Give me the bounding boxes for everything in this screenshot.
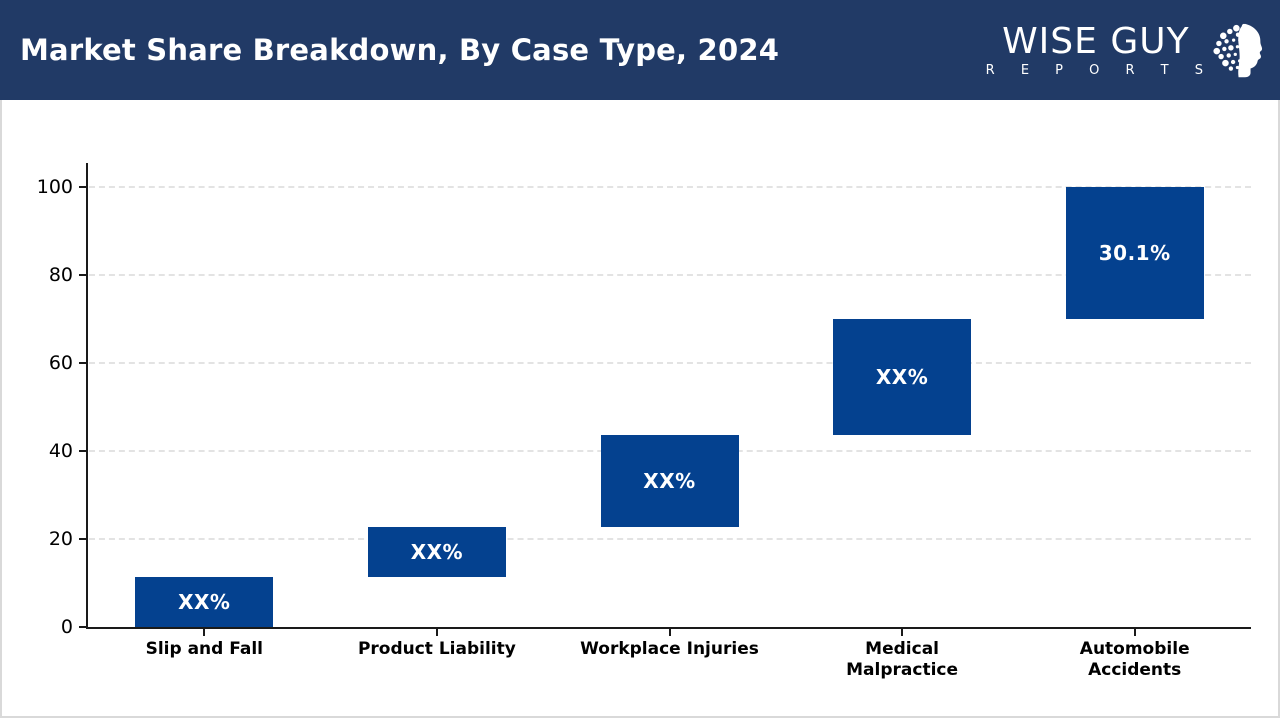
gridline: [89, 186, 1251, 188]
y-axis-tick-label: 80: [48, 264, 73, 286]
x-axis-tick: [668, 629, 671, 636]
bar-slip-and-fall: XX%: [135, 577, 274, 627]
gridline: [89, 274, 1251, 276]
x-axis-tick: [203, 629, 206, 636]
y-axis: [86, 163, 88, 629]
y-axis-tick-label: 100: [36, 176, 73, 198]
bar-product-liability: XX%: [367, 526, 506, 578]
y-axis-tick: [79, 362, 87, 364]
x-axis-category-label: Slip and Fall: [145, 639, 263, 659]
x-axis-category-label: Medical Malpractice: [846, 639, 959, 680]
y-axis-tick: [79, 274, 87, 276]
bar-value-label: 30.1%: [1098, 241, 1171, 266]
page-title: Market Share Breakdown, By Case Type, 20…: [20, 33, 780, 67]
header: Market Share Breakdown, By Case Type, 20…: [0, 0, 1280, 100]
y-axis-tick-label: 20: [48, 528, 73, 550]
x-axis-category-label: Product Liability: [357, 639, 516, 659]
bar-value-label: XX%: [178, 590, 231, 615]
bar-automobile: 30.1%: [1065, 187, 1204, 320]
bar-value-label: XX%: [875, 365, 929, 390]
bar-medical: XX%: [833, 319, 972, 436]
y-axis-tick: [79, 186, 87, 188]
y-axis-tick: [79, 626, 87, 628]
y-axis-tick-label: 40: [48, 440, 73, 462]
x-axis-tick: [435, 629, 438, 636]
x-axis: [86, 627, 1251, 629]
x-axis-tick: [901, 629, 904, 636]
gridline: [89, 538, 1251, 540]
gridline: [89, 362, 1251, 364]
bar-workplace-injuries: XX%: [600, 435, 739, 527]
bar-value-label: XX%: [643, 468, 696, 493]
x-axis-tick: [1133, 629, 1136, 636]
logo-text: WISE GUY R E P O R T S: [978, 20, 1214, 78]
x-axis-category-label: Workplace Injuries: [580, 639, 759, 659]
y-axis-tick: [79, 538, 87, 540]
wise-guy-reports-logo: WISE GUY R E P O R T S: [978, 11, 1280, 89]
logo-face-icon: [1213, 23, 1263, 78]
bar-value-label: XX%: [410, 539, 464, 564]
y-axis-tick-label: 0: [60, 616, 73, 638]
x-axis-category-label: Automobile Accidents: [1079, 639, 1190, 680]
logo-reports-text: R E P O R T S: [985, 62, 1214, 78]
y-axis-tick: [79, 450, 87, 452]
logo-wordmark: WISE GUY: [1002, 20, 1190, 62]
y-axis-tick-label: 60: [48, 352, 73, 374]
